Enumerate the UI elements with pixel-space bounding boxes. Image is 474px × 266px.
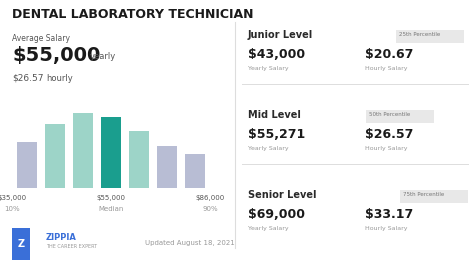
Text: Yearly Salary: Yearly Salary bbox=[248, 66, 289, 71]
Bar bbox=[184, 155, 205, 188]
Text: Senior Level: Senior Level bbox=[248, 190, 317, 200]
Text: 90%: 90% bbox=[202, 206, 218, 212]
Bar bbox=[157, 146, 177, 188]
Text: Mid Level: Mid Level bbox=[248, 110, 301, 120]
Bar bbox=[73, 113, 93, 188]
Text: $33.17: $33.17 bbox=[365, 208, 413, 221]
Text: ZIPPIA: ZIPPIA bbox=[46, 233, 77, 242]
Text: Median: Median bbox=[98, 206, 124, 212]
Text: Hourly Salary: Hourly Salary bbox=[365, 226, 408, 231]
Text: Yearly Salary: Yearly Salary bbox=[248, 226, 289, 231]
Text: $55,000: $55,000 bbox=[97, 195, 126, 201]
Text: THE CAREER EXPERT: THE CAREER EXPERT bbox=[46, 244, 97, 249]
Text: hourly: hourly bbox=[46, 74, 73, 83]
Text: 25th Percentile: 25th Percentile bbox=[399, 32, 440, 37]
Text: $43,000: $43,000 bbox=[248, 48, 305, 61]
Text: DENTAL LABORATORY TECHNICIAN: DENTAL LABORATORY TECHNICIAN bbox=[12, 8, 254, 21]
Text: Z: Z bbox=[18, 239, 25, 249]
Bar bbox=[45, 124, 65, 188]
Bar bbox=[129, 131, 149, 188]
Text: Average Salary: Average Salary bbox=[12, 34, 70, 43]
Text: 10%: 10% bbox=[4, 206, 20, 212]
Text: $69,000: $69,000 bbox=[248, 208, 305, 221]
Bar bbox=[101, 117, 121, 188]
Text: $55,271: $55,271 bbox=[248, 128, 305, 141]
Text: Updated August 18, 2021: Updated August 18, 2021 bbox=[145, 240, 235, 246]
Text: $86,000: $86,000 bbox=[195, 195, 225, 201]
Bar bbox=[17, 142, 37, 188]
Text: Junior Level: Junior Level bbox=[248, 30, 313, 40]
Text: Hourly Salary: Hourly Salary bbox=[365, 66, 408, 71]
Text: yearly: yearly bbox=[90, 52, 116, 61]
Text: $55,000: $55,000 bbox=[12, 46, 100, 65]
Text: $20.67: $20.67 bbox=[365, 48, 413, 61]
Text: Hourly Salary: Hourly Salary bbox=[365, 146, 408, 151]
Text: Yearly Salary: Yearly Salary bbox=[248, 146, 289, 151]
Text: $35,000: $35,000 bbox=[0, 195, 27, 201]
Text: $26.57: $26.57 bbox=[365, 128, 413, 141]
Text: 75th Percentile: 75th Percentile bbox=[403, 192, 444, 197]
Text: 50th Percentile: 50th Percentile bbox=[369, 112, 410, 117]
Text: $26.57: $26.57 bbox=[12, 74, 44, 83]
